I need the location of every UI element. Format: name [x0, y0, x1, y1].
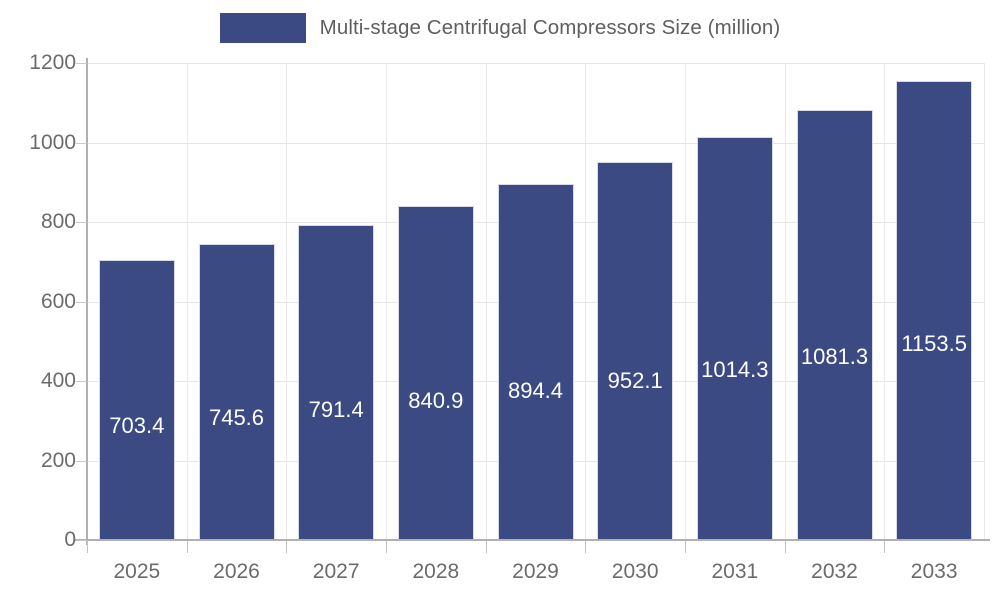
y-tick-mark	[76, 222, 87, 223]
y-axis-line	[86, 58, 88, 545]
y-tick-label: 800	[40, 210, 76, 233]
bar-2028[interactable]	[397, 205, 474, 540]
x-tick-mark	[286, 541, 288, 553]
bar-2031[interactable]	[696, 136, 773, 540]
x-tick-label-2033: 2033	[910, 560, 958, 583]
gridline-vertical	[386, 63, 387, 540]
bar-2027[interactable]	[298, 225, 375, 540]
y-tick-label: 0	[64, 528, 76, 551]
gridline-vertical	[187, 63, 188, 540]
gridline-vertical	[486, 63, 487, 540]
y-tick-label: 400	[40, 369, 76, 392]
y-tick-mark	[76, 301, 87, 303]
x-tick-mark	[485, 541, 487, 553]
x-tick-label-2030: 2030	[611, 560, 659, 583]
gridline-vertical	[286, 63, 287, 540]
x-tick-mark	[585, 541, 587, 553]
x-tick-label-2026: 2026	[213, 560, 260, 583]
gridline-vertical	[984, 63, 985, 540]
x-tick-label-2031: 2031	[711, 560, 759, 583]
y-tick-label: 600	[40, 289, 76, 313]
y-tick-label: 200	[40, 448, 76, 472]
bar-2025[interactable]	[98, 260, 175, 540]
x-axis-line	[75, 539, 990, 541]
gridline-vertical	[884, 63, 885, 540]
y-tick-label: 1000	[29, 130, 76, 154]
gridline-horizontal	[87, 63, 984, 64]
x-tick-label-2025: 2025	[113, 560, 161, 583]
legend-color-swatch	[219, 13, 306, 43]
y-tick-mark	[76, 142, 87, 144]
y-tick-mark	[76, 63, 87, 64]
x-tick-label-2027: 2027	[312, 560, 360, 583]
bar-2033[interactable]	[896, 81, 973, 540]
y-tick-mark	[76, 381, 87, 382]
gridline-horizontal	[87, 142, 984, 144]
x-tick-mark	[186, 541, 188, 553]
x-tick-mark	[386, 541, 387, 553]
plot-area: 703.4 745.6 791.4 840.9 894.4 952.1 1014.3 1081…	[87, 63, 985, 541]
x-tick-mark	[87, 541, 88, 553]
x-tick-mark	[884, 541, 886, 553]
y-tick-mark	[76, 540, 87, 541]
gridline-vertical	[585, 63, 586, 540]
x-tick-mark	[784, 541, 786, 553]
bar-2029[interactable]	[497, 184, 574, 540]
x-tick-label-2032: 2032	[811, 560, 858, 583]
bar-2032[interactable]	[796, 110, 873, 540]
x-tick-label-2028: 2028	[412, 560, 460, 583]
chart-legend: Multi-stage Centrifugal Compressors Size…	[0, 0, 1000, 56]
legend-item[interactable]: Multi-stage Centrifugal Compressors Size…	[219, 13, 781, 43]
x-tick-mark	[685, 541, 686, 553]
legend-label: Multi-stage Centrifugal Compressors Size…	[319, 16, 781, 39]
x-tick-label-2029: 2029	[512, 560, 559, 583]
y-tick-label: 1200	[29, 51, 76, 74]
bar-2030[interactable]	[597, 161, 674, 540]
y-tick-mark	[76, 460, 87, 462]
bar-2026[interactable]	[198, 243, 275, 540]
gridline-vertical	[785, 63, 786, 540]
gridline-vertical	[685, 63, 686, 540]
